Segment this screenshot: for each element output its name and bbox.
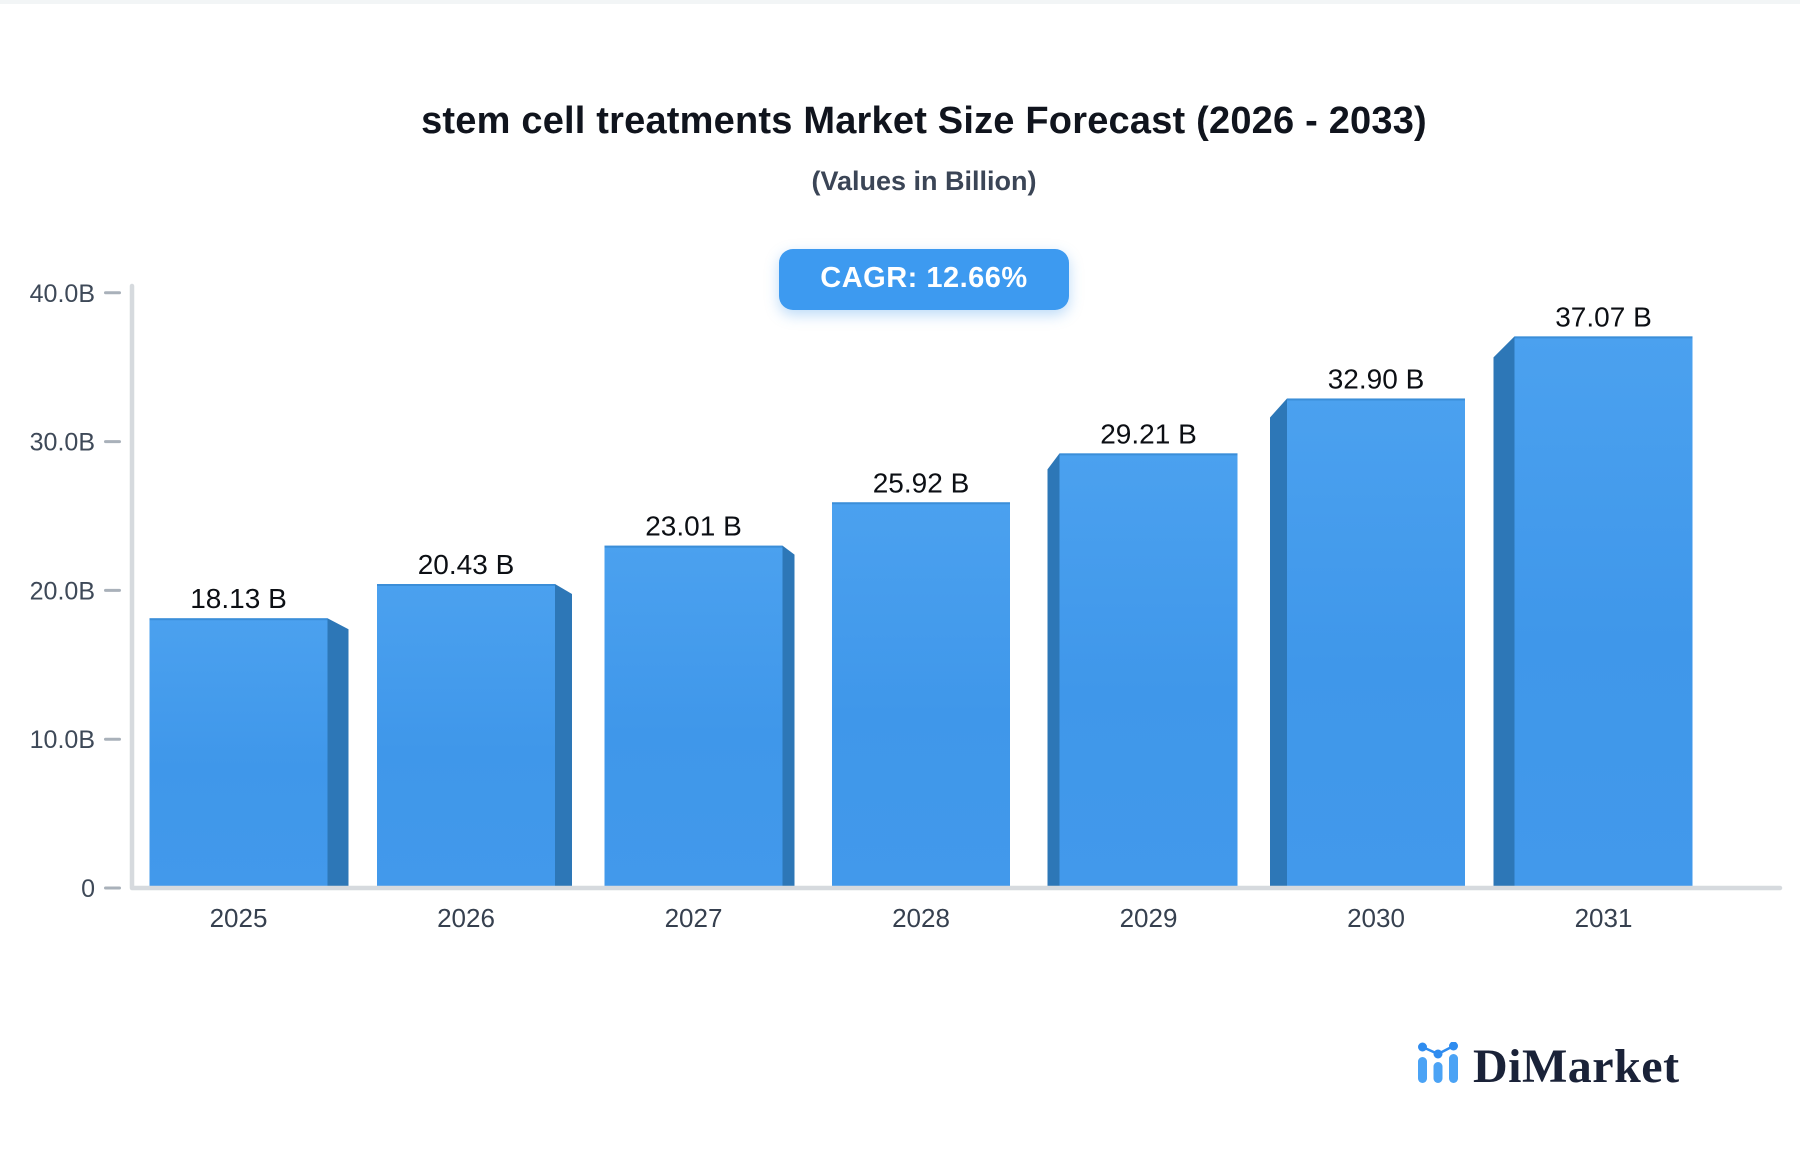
- brand-name: DiMarket: [1473, 1040, 1680, 1093]
- bar-2025: [149, 618, 328, 888]
- y-tick-label: 10.0B: [30, 726, 95, 754]
- bar-value-label: 32.90 B: [1328, 363, 1425, 394]
- logo-dot-0: [1418, 1042, 1427, 1052]
- y-tick-mark: [104, 440, 121, 444]
- logo-bar-1: [1433, 1062, 1443, 1083]
- bar-value-label: 20.43 B: [418, 549, 515, 580]
- logo-bar-0: [1418, 1057, 1427, 1083]
- x-axis-label-2030: 2030: [1347, 903, 1405, 933]
- axis-lines: [129, 283, 1783, 891]
- bar-value-label: 25.92 B: [873, 467, 970, 498]
- x-axis-label-2029: 2029: [1120, 903, 1178, 933]
- x-axis-label-2027: 2027: [665, 903, 723, 933]
- y-tick-label: 40.0B: [30, 280, 95, 308]
- bar-side-2031: [1493, 336, 1515, 888]
- bar-side-2026: [555, 584, 572, 888]
- logo-bar-2: [1449, 1054, 1458, 1083]
- dimarket-logo-icon: [1418, 1042, 1458, 1083]
- bar-value-label: 18.13 B: [190, 583, 287, 614]
- chart-header: stem cell treatments Market Size Forecas…: [48, 0, 1800, 310]
- bar-value-label: 29.21 B: [1100, 418, 1197, 449]
- x-axis-label-2031: 2031: [1575, 903, 1633, 933]
- logo-dot-2: [1449, 1042, 1458, 1051]
- logo-dot-1: [1433, 1049, 1443, 1059]
- y-tick-label: 20.0B: [30, 577, 95, 605]
- bar-side-2029: [1047, 453, 1060, 888]
- y-tick-mark: [104, 588, 121, 592]
- y-tick-mark: [104, 737, 121, 741]
- brand-logo: DiMarket: [1418, 1042, 1680, 1091]
- bar-2028: [832, 502, 1010, 888]
- x-axis-label-2025: 2025: [210, 903, 268, 933]
- bar-2031: [1514, 336, 1693, 888]
- bar-side-2025: [327, 618, 349, 888]
- cagr-badge: CAGR: 12.66%: [779, 248, 1069, 310]
- page-top-edge: [0, 0, 1800, 4]
- bar-2029: [1059, 453, 1238, 888]
- bar-value-label: 23.01 B: [645, 511, 742, 542]
- x-axis-label-2028: 2028: [892, 903, 950, 933]
- bar-side-2030: [1270, 398, 1287, 888]
- bar-2030: [1287, 398, 1465, 888]
- y-tick-label: 30.0B: [30, 429, 95, 457]
- bar-2026: [377, 584, 555, 888]
- x-axis-label-2026: 2026: [437, 903, 495, 933]
- y-tick-label: 0: [81, 875, 95, 903]
- chart-subtitle: (Values in Billion): [811, 165, 1037, 196]
- y-tick-mark: [104, 886, 121, 890]
- bar-value-label: 37.07 B: [1555, 301, 1652, 332]
- bar-2027: [604, 545, 783, 888]
- y-tick-mark: [104, 291, 121, 295]
- bar-side-2027: [782, 545, 795, 888]
- cagr-badge-label: CAGR: 12.66%: [820, 261, 1028, 294]
- chart-title: stem cell treatments Market Size Forecas…: [421, 100, 1427, 142]
